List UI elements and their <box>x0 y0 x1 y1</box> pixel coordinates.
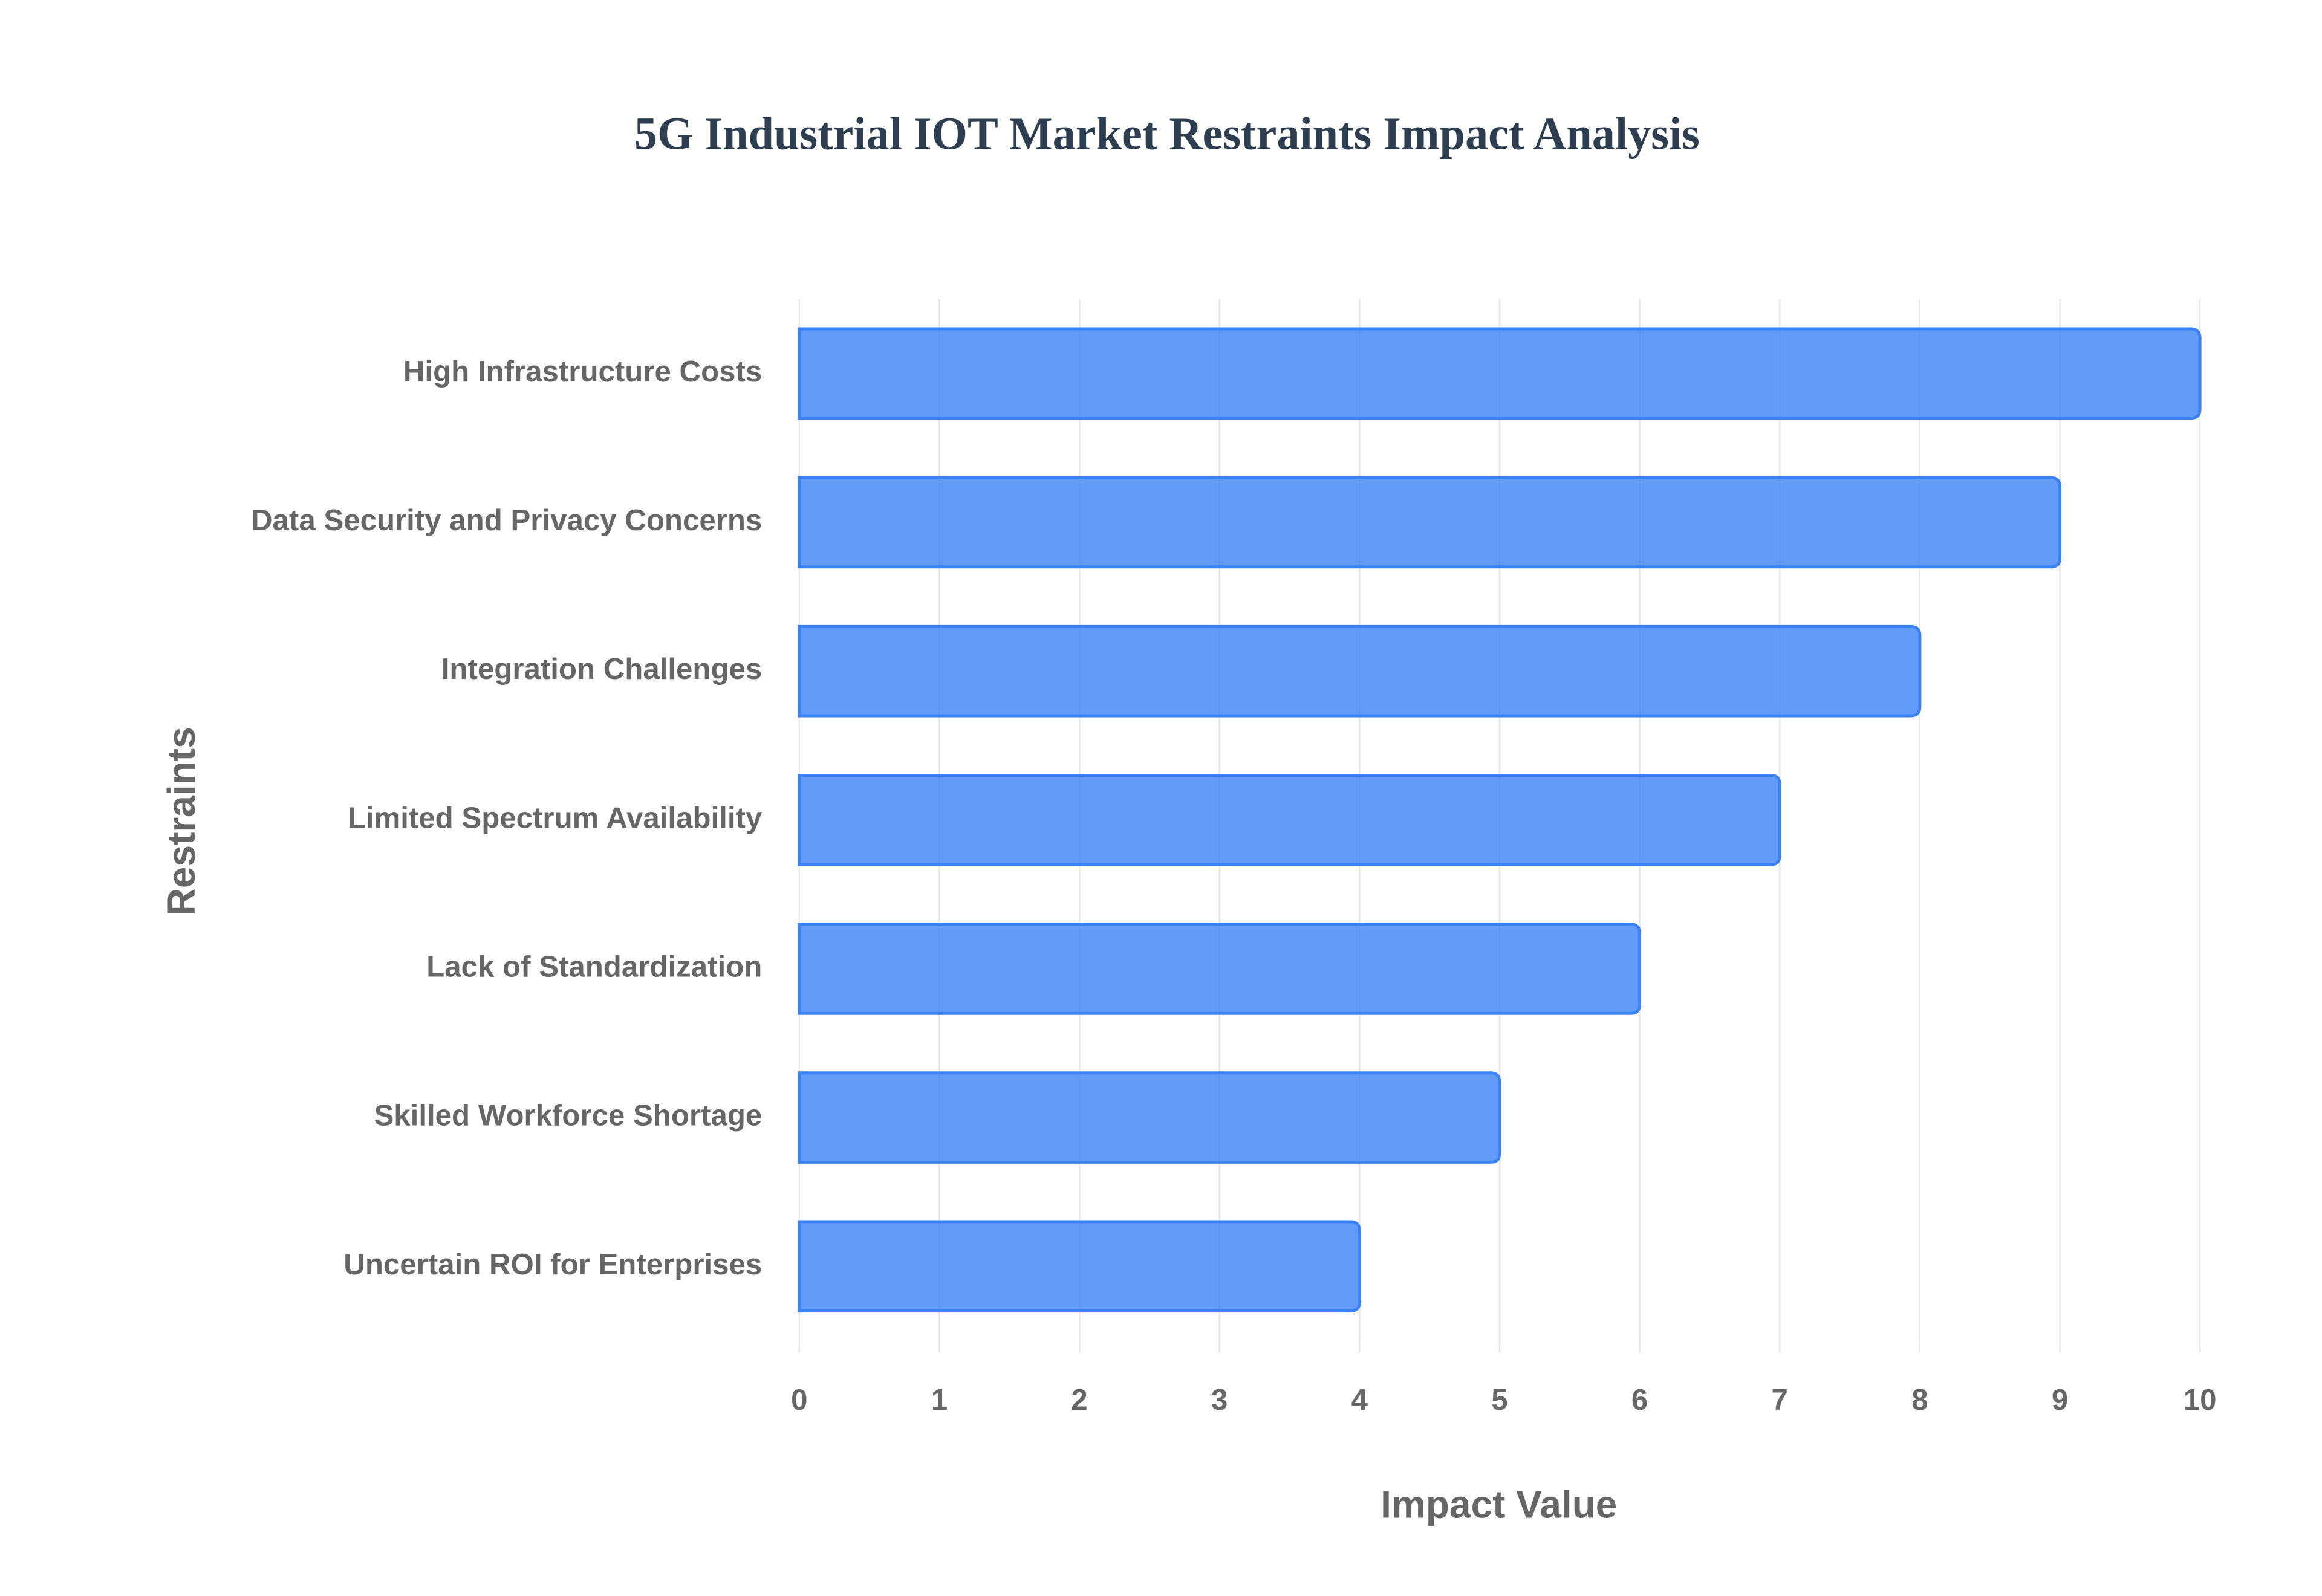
x-tick-label: 7 <box>1772 1383 1788 1416</box>
y-tick-label: Lack of Standardization <box>426 950 762 983</box>
y-tick-label: Limited Spectrum Availability <box>348 801 763 834</box>
bar <box>798 476 2061 569</box>
bar <box>798 774 1781 866</box>
bar <box>798 624 1922 718</box>
x-tick-label: 6 <box>1631 1383 1648 1416</box>
y-axis-title: Restraints <box>160 727 203 916</box>
bar <box>798 923 1642 1015</box>
y-tick-label: Data Security and Privacy Concerns <box>251 504 762 537</box>
bar <box>798 1220 1361 1313</box>
y-tick-label: Skilled Workforce Shortage <box>374 1099 762 1132</box>
chart-title: 5G Industrial IOT Market Restraints Impa… <box>634 108 1700 159</box>
y-tick-label: Uncertain ROI for Enterprises <box>343 1248 762 1281</box>
y-tick-label: High Infrastructure Costs <box>403 355 762 388</box>
x-tick-label: 2 <box>1071 1383 1087 1416</box>
x-tick-label: 0 <box>791 1383 807 1416</box>
x-tick-label: 1 <box>931 1383 948 1416</box>
x-tick-label: 10 <box>2184 1383 2217 1416</box>
x-tick-label: 8 <box>1911 1383 1928 1416</box>
x-tick-label: 9 <box>2052 1383 2068 1416</box>
x-tick-label: 5 <box>1491 1383 1507 1416</box>
x-tick-label: 4 <box>1351 1383 1368 1416</box>
bar <box>798 1071 1501 1164</box>
bar <box>798 327 2202 420</box>
x-tick-label: 3 <box>1211 1383 1228 1416</box>
x-axis-title: Impact Value <box>1381 1482 1617 1526</box>
y-tick-label: Integration Challenges <box>441 652 763 686</box>
